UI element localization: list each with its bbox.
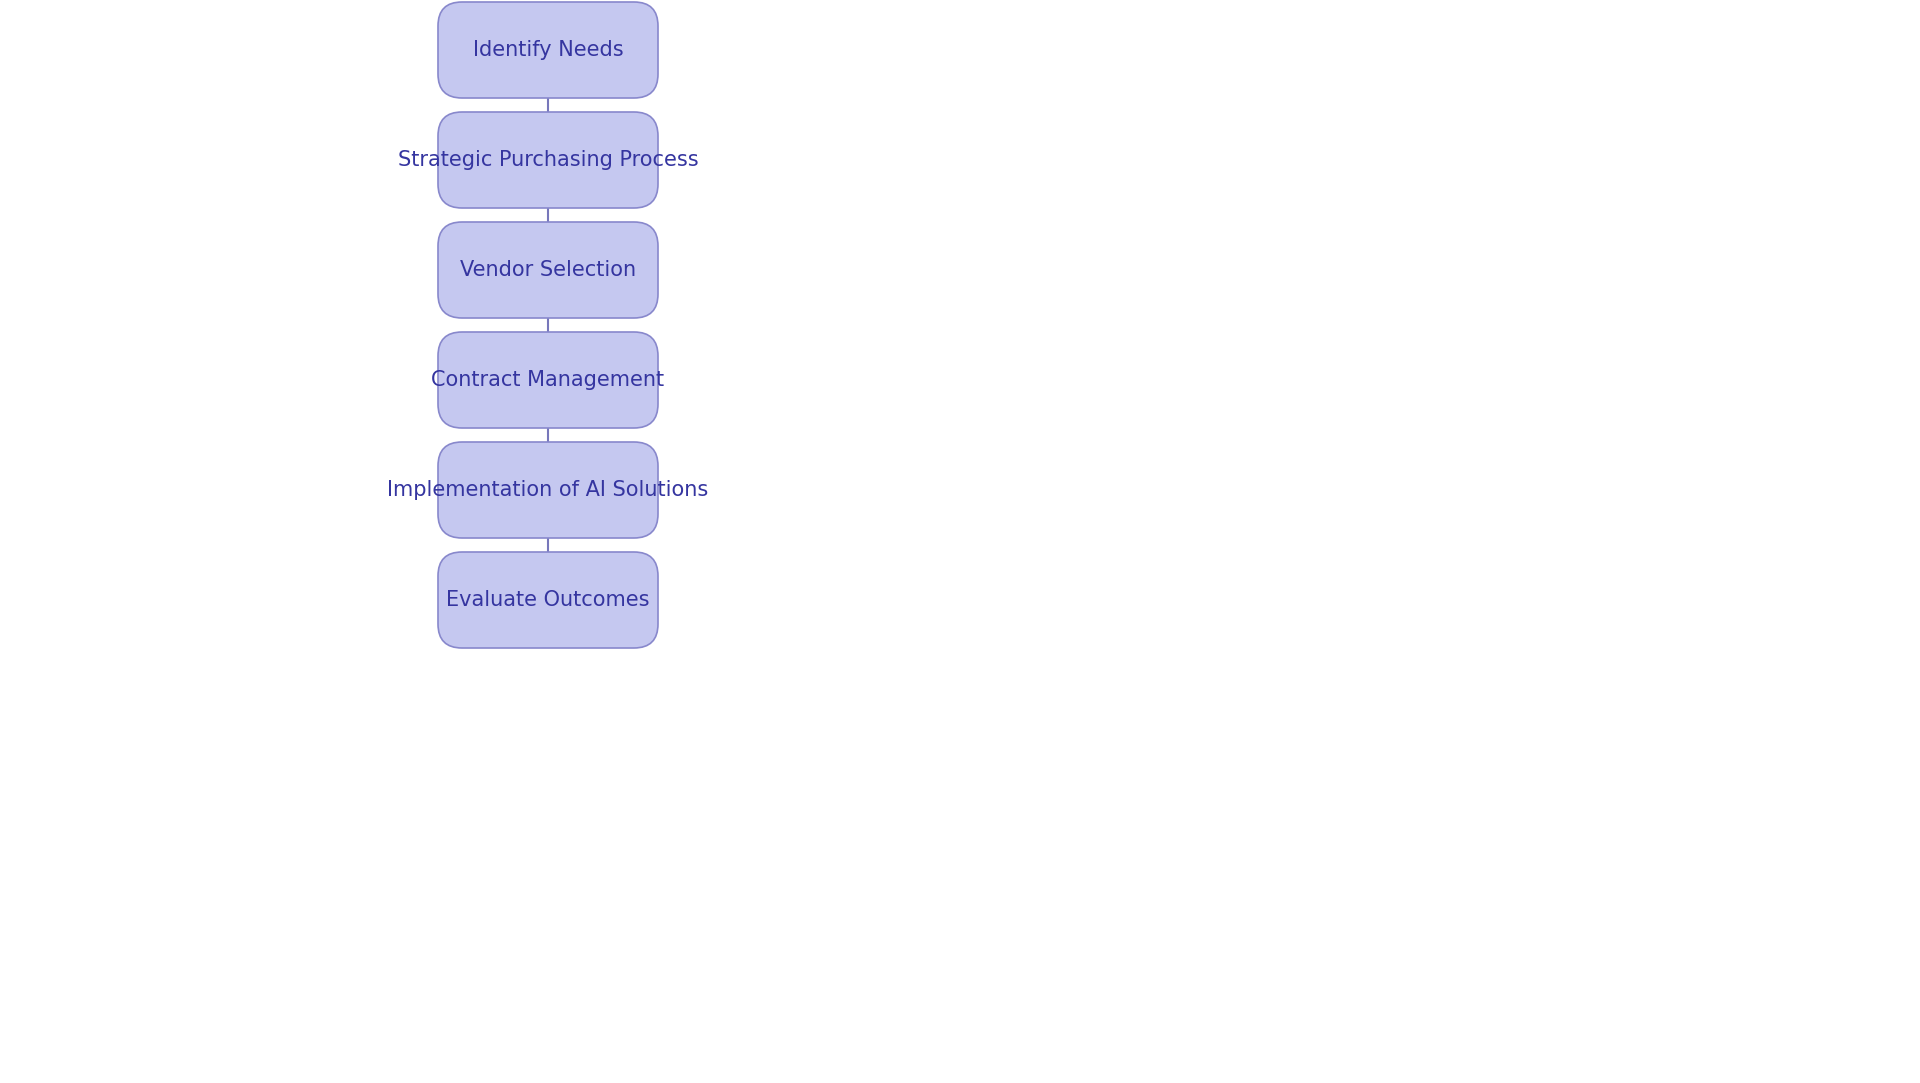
Text: Identify Needs: Identify Needs: [472, 40, 624, 60]
FancyBboxPatch shape: [438, 222, 659, 318]
Text: Contract Management: Contract Management: [432, 370, 664, 390]
FancyBboxPatch shape: [438, 552, 659, 648]
Text: Strategic Purchasing Process: Strategic Purchasing Process: [397, 151, 699, 170]
Text: Evaluate Outcomes: Evaluate Outcomes: [445, 590, 649, 610]
FancyBboxPatch shape: [438, 332, 659, 428]
FancyBboxPatch shape: [438, 112, 659, 208]
FancyBboxPatch shape: [438, 442, 659, 538]
Text: Vendor Selection: Vendor Selection: [461, 260, 636, 280]
Text: Implementation of AI Solutions: Implementation of AI Solutions: [388, 480, 708, 500]
FancyBboxPatch shape: [438, 2, 659, 97]
